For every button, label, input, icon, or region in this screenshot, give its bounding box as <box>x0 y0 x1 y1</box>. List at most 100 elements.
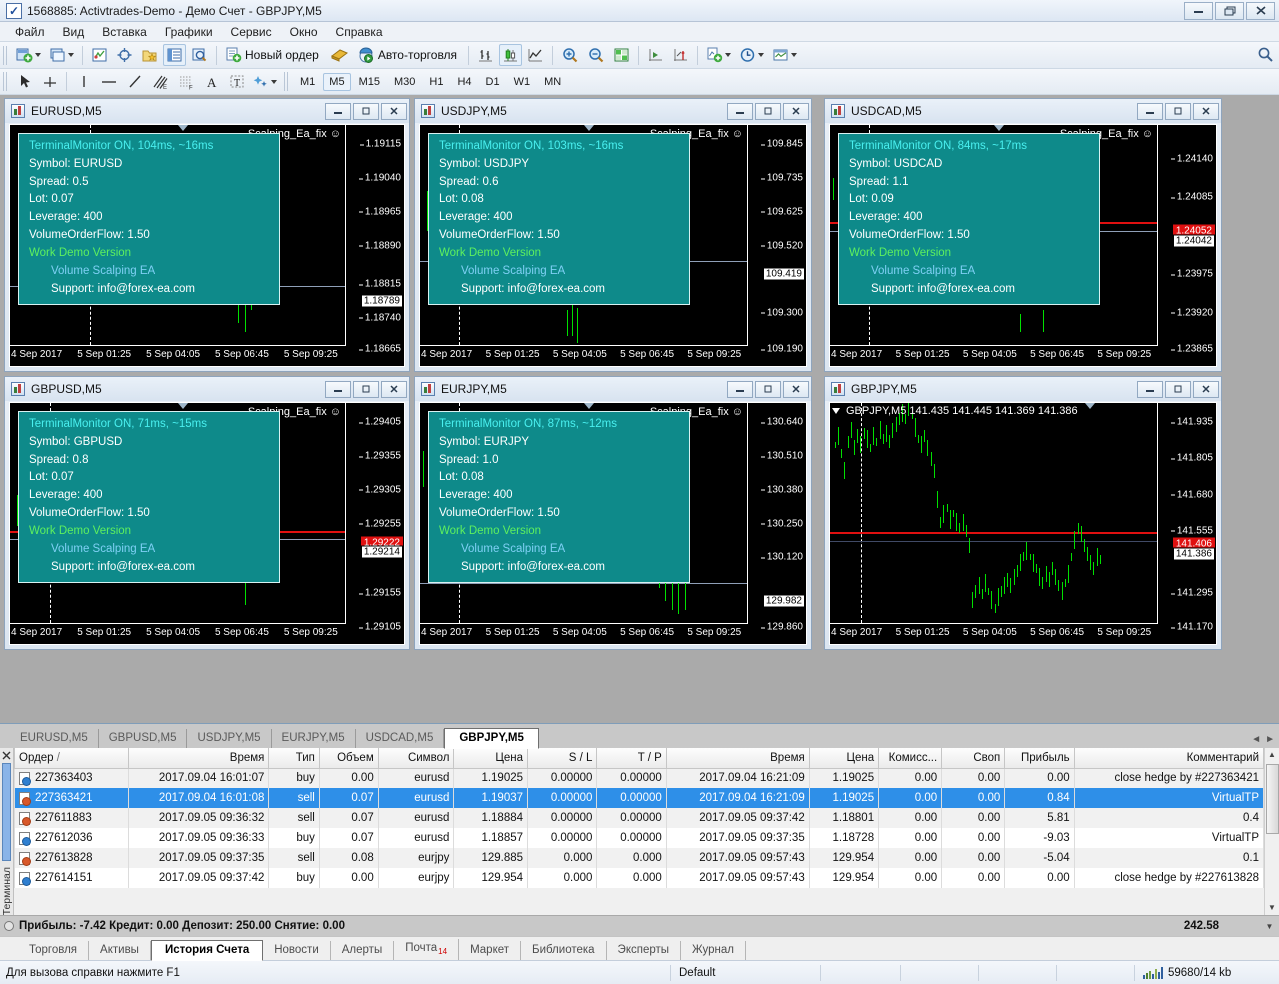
menu-help[interactable]: Справка <box>335 24 383 39</box>
tab-assets[interactable]: Активы <box>89 941 151 960</box>
menu-insert[interactable]: Вставка <box>102 24 147 39</box>
restore-icon[interactable] <box>353 102 379 120</box>
table-row[interactable]: 227613828 2017.09.05 09:37:35 sell 0.08 eurj… <box>14 848 1265 868</box>
col-open-time[interactable]: Время <box>127 748 270 769</box>
chart-tab-gbpusd[interactable]: GBPUSD,M5 <box>99 729 188 748</box>
scroll-right-icon[interactable]: ► <box>1265 734 1275 745</box>
chart-window-usdjpy[interactable]: USDJPY,M5 _Scalping_Ea_fix ☺ <box>414 98 812 372</box>
timeframe-mn[interactable]: MN <box>544 75 562 88</box>
scroll-down-icon[interactable]: ▼ <box>1268 903 1276 912</box>
time-axis[interactable]: 4 Sep 2017 5 Sep 01:25 5 Sep 04:05 5 Sep… <box>830 624 1158 644</box>
toolbar-grip[interactable] <box>3 72 9 91</box>
clock-icon[interactable] <box>736 44 767 66</box>
menu-tools[interactable]: Сервис <box>230 24 272 39</box>
chart-canvas[interactable]: _Scalping_Ea_fix ☺ TerminalMo <box>419 124 807 367</box>
auto-scroll-icon[interactable] <box>644 44 667 66</box>
minimize-icon[interactable] <box>325 102 351 120</box>
text-label-icon[interactable]: T <box>225 71 248 93</box>
chart-tab-usdcad[interactable]: USDCAD,M5 <box>356 729 445 748</box>
scroll-up-icon[interactable]: ▲ <box>1268 750 1276 759</box>
price-axis[interactable]: 1.19115 1.19040 1.18965 1.18890 1.18815 … <box>346 125 404 366</box>
chart-canvas[interactable]: GBPJPY,M5 141.435 141.445 141.369 141.38… <box>829 402 1217 645</box>
templates-icon[interactable] <box>769 44 800 66</box>
col-commission[interactable]: Комисс... <box>878 748 943 769</box>
minimize-icon[interactable] <box>727 102 753 120</box>
profiles-button[interactable] <box>46 44 77 66</box>
metaeditor-icon[interactable] <box>327 44 352 66</box>
table-row[interactable]: 227363403 2017.09.04 16:01:07 buy 0.00 eurus… <box>14 768 1265 788</box>
col-open-price[interactable]: Цена <box>453 748 529 769</box>
col-type[interactable]: Тип <box>268 748 320 769</box>
chart-window-gbpusd[interactable]: GBPUSD,M5 _Scalping_Ea_fix ☺ <box>4 376 410 650</box>
scroll-down-icon[interactable]: ▼ <box>1265 921 1274 931</box>
toolbar-grip[interactable] <box>3 45 9 65</box>
chart-canvas[interactable]: _Scalping_Ea_fix ☺ TerminalMonitor ON, 7… <box>9 402 405 645</box>
tab-mailbox[interactable]: Почта14 <box>394 938 460 960</box>
timeframe-d1[interactable]: D1 <box>485 75 500 88</box>
scroll-thumb[interactable] <box>1265 764 1279 834</box>
close-icon[interactable] <box>783 380 809 398</box>
zoom-out-icon[interactable] <box>584 44 608 66</box>
new-order-button[interactable]: Новый ордер <box>222 44 325 66</box>
table-row[interactable]: 227611883 2017.09.05 09:36:32 sell 0.07 euru… <box>14 808 1265 828</box>
minimize-icon[interactable] <box>325 380 351 398</box>
chart-shift-icon[interactable] <box>669 44 692 66</box>
tab-experts[interactable]: Эксперты <box>607 941 682 960</box>
table-row[interactable]: 227612036 2017.09.05 09:36:33 buy 0.07 eurus… <box>14 828 1265 848</box>
tester-magnifier-icon[interactable] <box>188 44 211 66</box>
minimize-icon[interactable] <box>727 380 753 398</box>
col-sl[interactable]: S / L <box>527 748 598 769</box>
close-icon[interactable] <box>1193 102 1219 120</box>
close-icon[interactable] <box>783 102 809 120</box>
chart-titlebar[interactable]: EURJPY,M5 <box>415 377 811 401</box>
chart-titlebar[interactable]: EURUSD,M5 <box>5 99 409 123</box>
chart-plot-area[interactable]: _Scalping_Ea_fix ☺ TerminalMonitor ON, 8… <box>420 403 748 624</box>
restore-icon[interactable] <box>755 102 781 120</box>
new-chart-button[interactable] <box>13 44 44 66</box>
chevron-down-icon[interactable] <box>68 53 74 57</box>
price-axis[interactable]: 1.29405 1.29355 1.29305 1.29255 1.29155 … <box>346 403 404 644</box>
terminal-list-icon[interactable] <box>163 44 186 66</box>
chevron-down-icon[interactable] <box>791 53 798 57</box>
time-axis[interactable]: 4 Sep 2017 5 Sep 01:25 5 Sep 04:05 5 Sep… <box>420 346 748 366</box>
chart-titlebar[interactable]: GBPJPY,M5 <box>825 377 1221 401</box>
close-icon[interactable] <box>1193 380 1219 398</box>
crosshair-icon[interactable] <box>38 71 61 93</box>
tab-alerts[interactable]: Алерты <box>331 941 395 960</box>
col-order[interactable]: Ордер / <box>14 748 129 769</box>
trendline-icon[interactable] <box>123 71 146 93</box>
chart-plot-area[interactable]: GBPJPY,M5 141.435 141.445 141.369 141.38… <box>830 403 1158 624</box>
col-comment[interactable]: Комментарий <box>1073 748 1265 769</box>
chart-plot-area[interactable]: _Scalping_Ea_fix ☺ TerminalMoni <box>830 125 1158 346</box>
channel-icon[interactable]: E <box>148 71 172 93</box>
terminal-side-scroll[interactable] <box>2 763 11 861</box>
tab-trade[interactable]: Торговля <box>18 941 90 960</box>
chart-titlebar[interactable]: USDCAD,M5 <box>825 99 1221 123</box>
col-volume[interactable]: Объем <box>318 748 379 769</box>
timeframe-h1[interactable]: H1 <box>429 75 444 88</box>
chart-canvas[interactable]: _Scalping_Ea_fix ☺ TerminalMonitor ON, 8… <box>419 402 807 645</box>
chart-titlebar[interactable]: USDJPY,M5 <box>415 99 811 123</box>
minimize-icon[interactable] <box>1184 1 1213 20</box>
close-icon[interactable] <box>381 380 407 398</box>
crosshair-target-icon[interactable] <box>113 44 136 66</box>
candlestick-chart-icon[interactable] <box>499 44 523 66</box>
chart-plot-area[interactable]: _Scalping_Ea_fix ☺ TerminalMonitor ON, 7… <box>10 403 346 624</box>
chevron-down-icon[interactable] <box>758 53 765 57</box>
timeframe-w1[interactable]: W1 <box>513 75 531 88</box>
col-tp[interactable]: T / P <box>596 748 667 769</box>
status-profile[interactable]: Default <box>670 964 820 981</box>
vertical-line-icon[interactable] <box>72 71 95 93</box>
chevron-down-icon[interactable] <box>35 53 41 57</box>
close-icon[interactable] <box>381 102 407 120</box>
chart-tab-eurjpy[interactable]: EURJPY,M5 <box>272 729 356 748</box>
scroll-left-icon[interactable]: ◄ <box>1251 734 1262 745</box>
time-axis[interactable]: 4 Sep 2017 5 Sep 01:25 5 Sep 04:05 5 Sep… <box>830 346 1158 366</box>
chart-window-eurusd[interactable]: EURUSD,M5 _Scalping_Ea_fix ☺ <box>4 98 410 372</box>
maximize-icon[interactable] <box>1215 1 1244 20</box>
price-axis[interactable]: 1.24140 1.24085 1.23975 1.23920 1.23865 … <box>1158 125 1216 366</box>
time-axis[interactable]: 4 Sep 2017 5 Sep 01:25 5 Sep 04:05 5 Sep… <box>10 346 346 366</box>
minimize-icon[interactable] <box>1137 380 1163 398</box>
tab-account-history[interactable]: История Счета <box>150 940 264 961</box>
col-swap[interactable]: Своп <box>941 748 1006 769</box>
